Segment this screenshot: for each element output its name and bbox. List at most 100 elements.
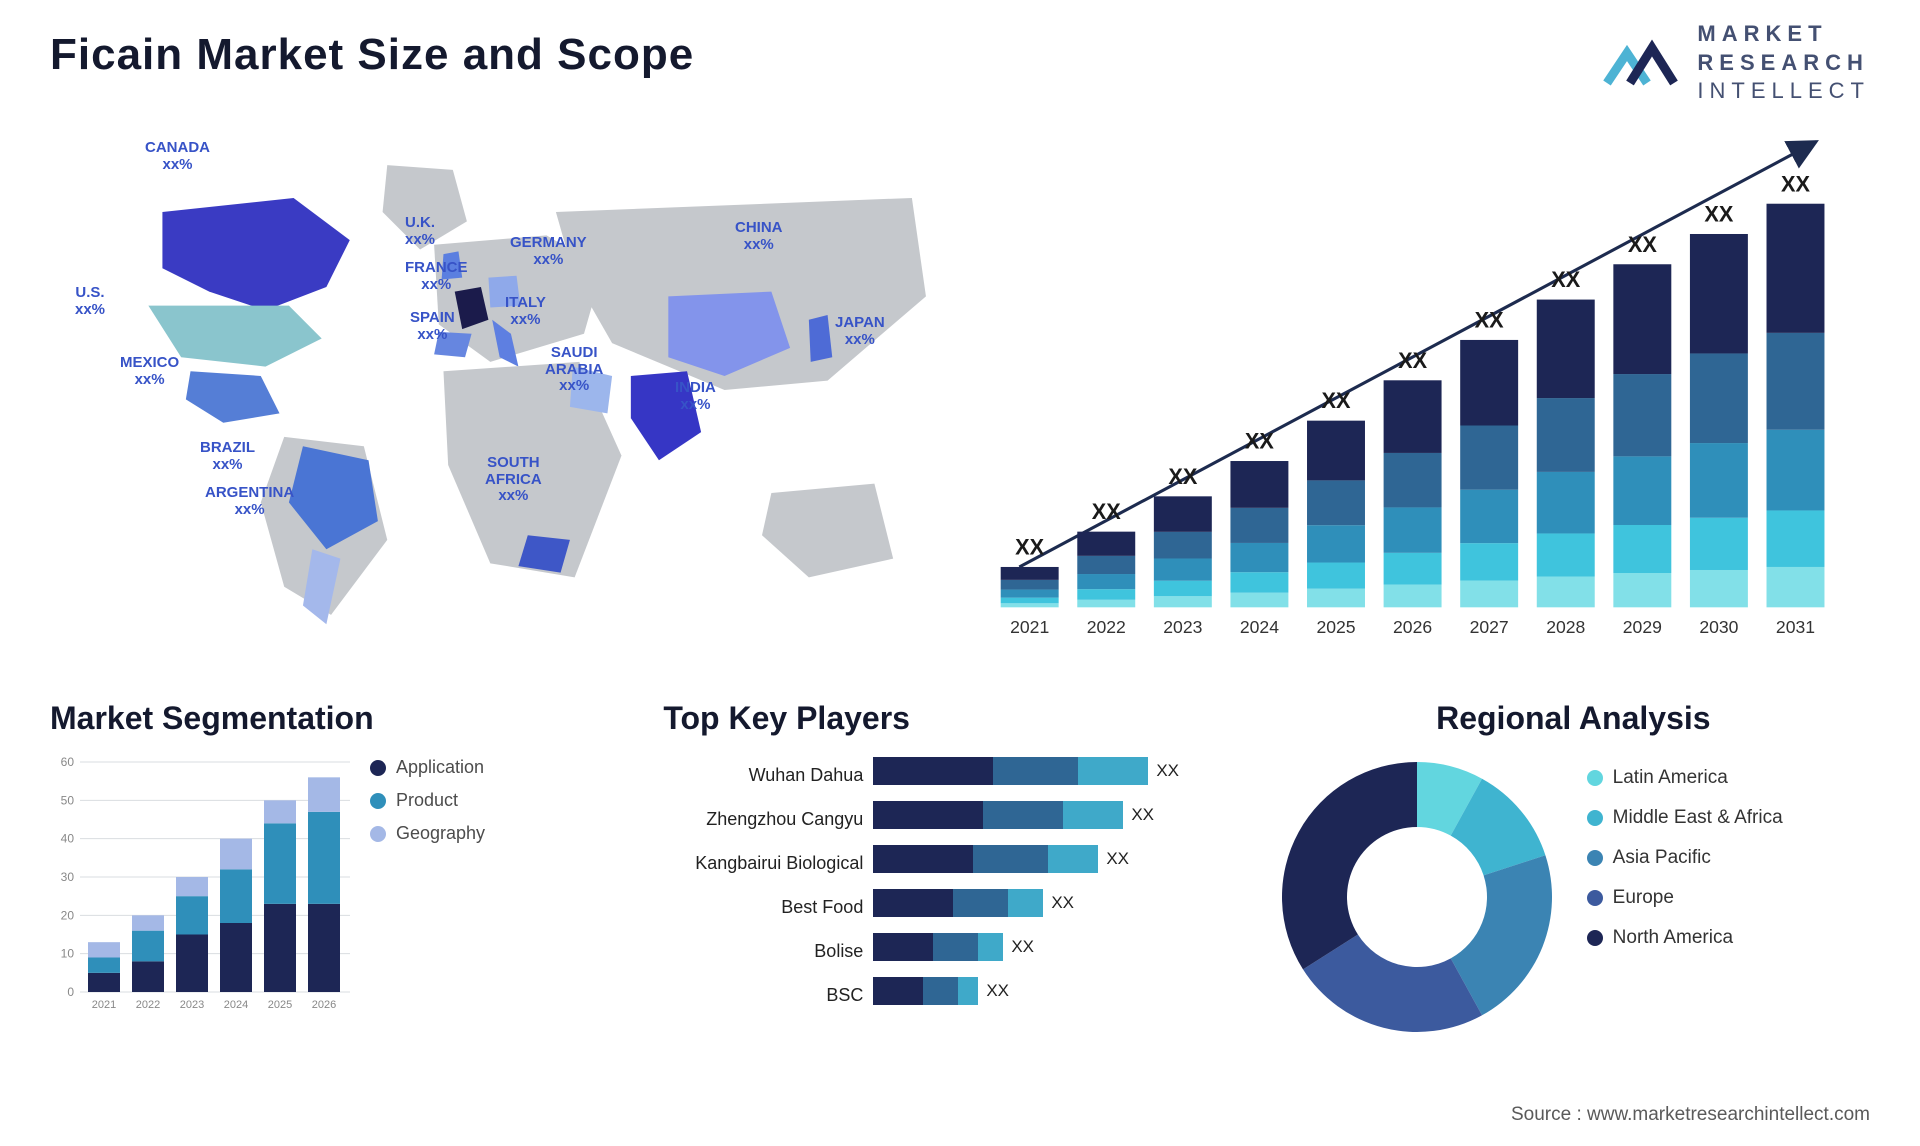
logo-line3: INTELLECT bbox=[1697, 77, 1870, 106]
seg-bar bbox=[88, 958, 120, 973]
bar-seg bbox=[1307, 589, 1365, 608]
bar-seg bbox=[1613, 573, 1671, 607]
bar-seg bbox=[1001, 598, 1059, 604]
players-panel: Top Key Players Wuhan DahuaZhengzhou Can… bbox=[663, 700, 1256, 1100]
bar-seg bbox=[1384, 380, 1442, 453]
seg-bar bbox=[176, 877, 208, 896]
player-bar-seg bbox=[873, 977, 923, 1005]
player-name: Wuhan Dahua bbox=[663, 761, 863, 789]
player-name: Bolise bbox=[663, 937, 863, 965]
bar-value-label: XX bbox=[1322, 388, 1351, 413]
bar-year-label: 2028 bbox=[1546, 617, 1585, 637]
bar-seg bbox=[1460, 543, 1518, 580]
seg-bar bbox=[264, 800, 296, 823]
bar-seg bbox=[1384, 507, 1442, 552]
y-tick: 40 bbox=[61, 832, 75, 846]
player-name: Best Food bbox=[663, 893, 863, 921]
map-label: JAPANxx% bbox=[835, 315, 885, 348]
bar-seg bbox=[1154, 496, 1212, 532]
player-bar bbox=[873, 933, 1003, 961]
map-label: SOUTHAFRICAxx% bbox=[485, 455, 542, 505]
bar-year-label: 2021 bbox=[1010, 617, 1049, 637]
legend-swatch bbox=[370, 826, 386, 842]
map-label: SPAINxx% bbox=[410, 310, 455, 343]
y-tick: 0 bbox=[67, 985, 74, 999]
segmentation-chart: 0102030405060202120222023202420252026 bbox=[50, 757, 350, 1017]
player-value: XX bbox=[1051, 893, 1074, 913]
map-region-canada bbox=[162, 198, 349, 310]
seg-year: 2024 bbox=[224, 999, 248, 1011]
legend-swatch bbox=[1587, 770, 1603, 786]
bar-seg bbox=[1230, 543, 1288, 572]
player-bar-seg bbox=[993, 757, 1078, 785]
seg-year: 2025 bbox=[268, 999, 292, 1011]
regional-legend: Latin AmericaMiddle East & AfricaAsia Pa… bbox=[1587, 757, 1783, 949]
y-tick: 20 bbox=[61, 908, 75, 922]
player-bar-seg bbox=[873, 889, 953, 917]
bar-seg bbox=[1613, 456, 1671, 525]
bar-value-label: XX bbox=[1168, 464, 1197, 489]
player-bar-seg bbox=[873, 933, 933, 961]
map-svg bbox=[50, 120, 940, 660]
source-text: Source : www.marketresearchintellect.com bbox=[1511, 1104, 1870, 1126]
bar-seg bbox=[1230, 461, 1288, 508]
bar-seg bbox=[1460, 426, 1518, 490]
legend-swatch bbox=[1587, 930, 1603, 946]
bar-seg bbox=[1460, 490, 1518, 543]
bar-seg bbox=[1384, 585, 1442, 608]
bar-seg bbox=[1690, 518, 1748, 570]
player-row: XX bbox=[873, 889, 1256, 917]
regional-title: Regional Analysis bbox=[1277, 700, 1870, 737]
seg-bar bbox=[220, 923, 252, 992]
map-label: ARGENTINAxx% bbox=[205, 485, 294, 518]
bar-seg bbox=[1613, 374, 1671, 456]
bar-year-label: 2027 bbox=[1470, 617, 1509, 637]
map-label: SAUDIARABIAxx% bbox=[545, 345, 603, 395]
player-value: XX bbox=[1131, 805, 1154, 825]
players-labels: Wuhan DahuaZhengzhou CangyuKangbairui Bi… bbox=[663, 757, 863, 1009]
bar-year-label: 2024 bbox=[1240, 617, 1279, 637]
legend-label: Application bbox=[396, 757, 484, 778]
bar-seg bbox=[1077, 600, 1135, 608]
players-bars: XXXXXXXXXXXX bbox=[873, 757, 1256, 1005]
donut-chart bbox=[1277, 757, 1557, 1037]
bar-seg bbox=[1230, 508, 1288, 543]
bar-value-label: XX bbox=[1398, 348, 1427, 373]
seg-bar bbox=[308, 904, 340, 992]
bar-value-label: XX bbox=[1551, 267, 1580, 292]
bar-seg bbox=[1230, 572, 1288, 592]
seg-bar bbox=[308, 812, 340, 904]
legend-item: Middle East & Africa bbox=[1587, 807, 1783, 829]
legend-label: Middle East & Africa bbox=[1613, 807, 1783, 829]
bar-seg bbox=[1460, 340, 1518, 426]
legend-label: Latin America bbox=[1613, 767, 1728, 789]
bar-value-label: XX bbox=[1628, 232, 1657, 257]
legend-item: North America bbox=[1587, 927, 1783, 949]
bar-seg bbox=[1154, 532, 1212, 559]
bar-seg bbox=[1460, 581, 1518, 608]
logo-line1: MARKET bbox=[1697, 20, 1870, 49]
bar-year-label: 2026 bbox=[1393, 617, 1432, 637]
bar-seg bbox=[1077, 532, 1135, 556]
bar-seg bbox=[1154, 581, 1212, 597]
player-row: XX bbox=[873, 977, 1256, 1005]
seg-year: 2022 bbox=[136, 999, 160, 1011]
bar-seg bbox=[1154, 558, 1212, 580]
bar-seg bbox=[1307, 480, 1365, 525]
seg-bar bbox=[176, 935, 208, 993]
player-bar-seg bbox=[983, 801, 1063, 829]
seg-bar bbox=[132, 931, 164, 962]
bar-seg bbox=[1384, 553, 1442, 585]
seg-bar bbox=[132, 961, 164, 992]
player-row: XX bbox=[873, 757, 1256, 785]
bar-seg bbox=[1307, 421, 1365, 481]
player-value: XX bbox=[986, 981, 1009, 1001]
player-bar-seg bbox=[1048, 845, 1098, 873]
legend-item: Europe bbox=[1587, 887, 1783, 909]
player-bar bbox=[873, 845, 1098, 873]
bar-seg bbox=[1001, 590, 1059, 598]
bar-seg bbox=[1767, 430, 1825, 511]
legend-item: Application bbox=[370, 757, 485, 778]
legend-swatch bbox=[1587, 890, 1603, 906]
player-bar-seg bbox=[973, 845, 1048, 873]
